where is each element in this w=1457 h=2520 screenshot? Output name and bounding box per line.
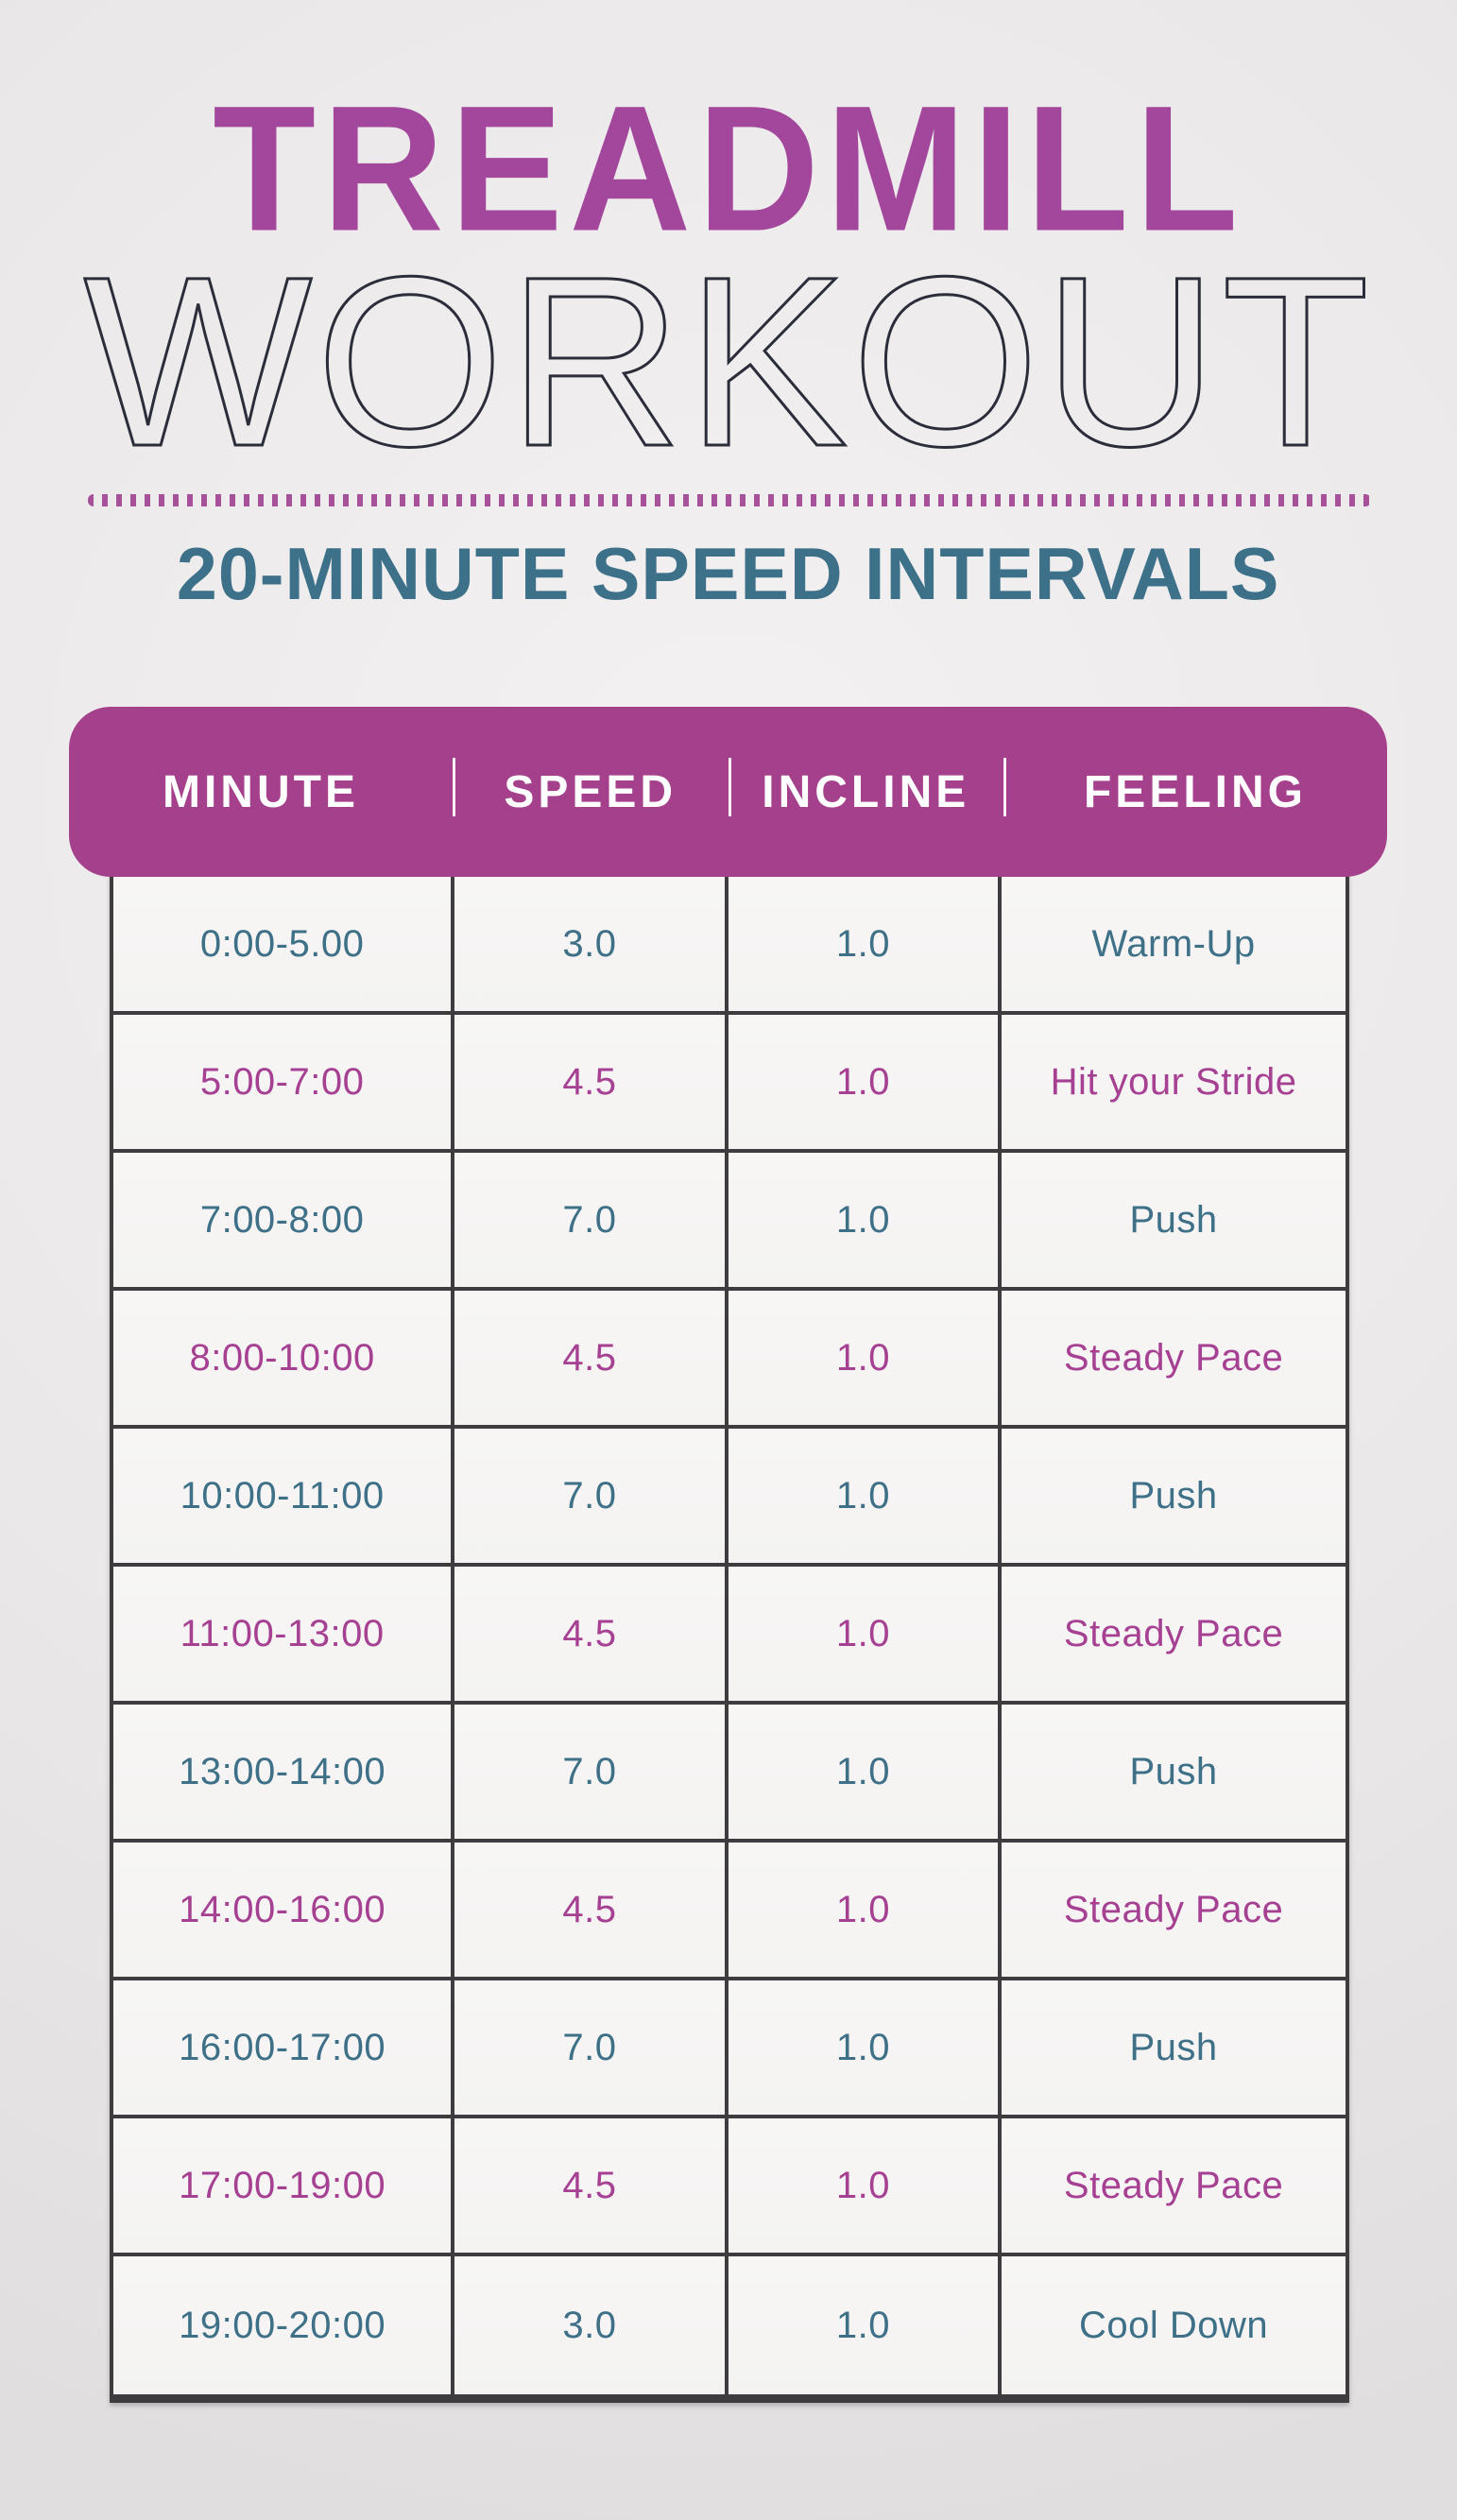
cell-speed: 3.0: [454, 877, 728, 1015]
title-line-1-wrap: TREADMILL: [0, 76, 1457, 260]
cell-speed: 7.0: [454, 1153, 728, 1291]
title-workout: WORKOUT: [82, 227, 1374, 497]
cell-feeling: Warm-Up: [1002, 877, 1346, 1015]
cell-incline: 1.0: [728, 1980, 1003, 2118]
cell-minute: 0:00-5.00: [113, 877, 455, 1015]
cell-minute: 17:00-19:00: [113, 2118, 455, 2256]
cell-incline: 1.0: [728, 1291, 1003, 1429]
cell-feeling: Push: [1002, 1980, 1346, 2118]
cell-incline: 1.0: [728, 1153, 1003, 1291]
header-divider-line: [1003, 758, 1007, 817]
cell-minute: 5:00-7:00: [113, 1015, 455, 1153]
header-divider-line: [452, 758, 455, 817]
cell-speed: 4.5: [454, 1843, 728, 1980]
cell-speed: 3.0: [454, 2256, 728, 2394]
cell-incline: 1.0: [728, 2118, 1003, 2256]
subtitle-wrap: 20-MINUTE SPEED INTERVALS: [0, 522, 1457, 626]
header-divider-line: [728, 758, 731, 817]
cell-feeling: Hit your Stride: [1002, 1015, 1346, 1153]
table-header-bar: MINUTE SPEED INCLINE FEELING: [69, 707, 1387, 877]
cell-incline: 1.0: [728, 1429, 1003, 1567]
interval-schedule-table: 0:00-5.00 3.0 1.0 Warm-Up 5:00-7:00 4.5 …: [110, 873, 1349, 2403]
poster-subtitle: 20-MINUTE SPEED INTERVALS: [177, 531, 1280, 615]
cell-speed: 4.5: [454, 2118, 728, 2256]
cell-speed: 7.0: [454, 1980, 728, 2118]
column-header-minute: MINUTE: [162, 766, 359, 817]
cell-feeling: Steady Pace: [1002, 1567, 1346, 1705]
title-line-2-wrap: WORKOUT: [0, 240, 1457, 485]
cell-minute: 7:00-8:00: [113, 1153, 455, 1291]
cell-minute: 16:00-17:00: [113, 1980, 455, 2118]
cell-minute: 14:00-16:00: [113, 1843, 455, 1980]
cell-incline: 1.0: [728, 1843, 1003, 1980]
cell-feeling: Push: [1002, 1429, 1346, 1567]
cell-feeling: Steady Pace: [1002, 1843, 1346, 1980]
cell-speed: 4.5: [454, 1567, 728, 1705]
cell-minute: 8:00-10:00: [113, 1291, 455, 1429]
cell-minute: 10:00-11:00: [113, 1429, 455, 1567]
cell-speed: 4.5: [454, 1291, 728, 1429]
dotted-divider-rule: [88, 494, 1371, 506]
column-header-feeling: FEELING: [1083, 766, 1307, 817]
title-treadmill: TREADMILL: [212, 67, 1245, 268]
cell-feeling: Push: [1002, 1153, 1346, 1291]
cell-feeling: Push: [1002, 1705, 1346, 1843]
cell-minute: 13:00-14:00: [113, 1705, 455, 1843]
cell-minute: 19:00-20:00: [113, 2256, 455, 2394]
cell-incline: 1.0: [728, 1015, 1003, 1153]
column-header-incline: INCLINE: [762, 766, 970, 817]
cell-minute: 11:00-13:00: [113, 1567, 455, 1705]
cell-incline: 1.0: [728, 1705, 1003, 1843]
cell-incline: 1.0: [728, 877, 1003, 1015]
cell-incline: 1.0: [728, 2256, 1003, 2394]
cell-feeling: Steady Pace: [1002, 2118, 1346, 2256]
cell-speed: 7.0: [454, 1429, 728, 1567]
column-header-speed: SPEED: [504, 766, 677, 817]
cell-incline: 1.0: [728, 1567, 1003, 1705]
cell-feeling: Steady Pace: [1002, 1291, 1346, 1429]
cell-speed: 7.0: [454, 1705, 728, 1843]
cell-feeling: Cool Down: [1002, 2256, 1346, 2394]
cell-speed: 4.5: [454, 1015, 728, 1153]
